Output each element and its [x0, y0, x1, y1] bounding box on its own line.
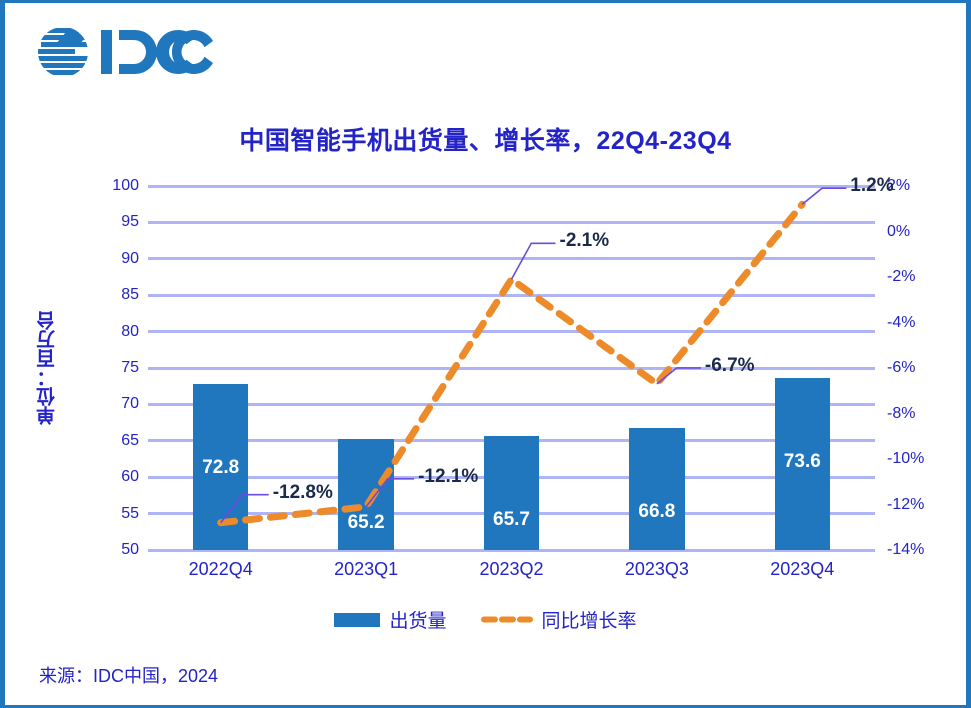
gridline — [148, 293, 875, 297]
legend-line-swatch — [480, 616, 533, 623]
bar-value-label: 72.8 — [202, 457, 240, 479]
bar-series: 72.8 65.2 65.7 66.8 73.6 — [148, 186, 875, 550]
legend-item[interactable]: 出货量 — [334, 606, 447, 633]
y-axis-right-tick: 0% — [887, 222, 911, 240]
y-axis-left-tick: 100 — [112, 177, 139, 194]
growth-rate-label: -12.8% — [272, 481, 333, 503]
growth-rate-label: 1.2% — [850, 175, 894, 197]
label-leader-line — [365, 477, 415, 508]
y-axis-left-tick: 85 — [121, 286, 139, 304]
x-axis-tick: 2023Q4 — [770, 559, 835, 579]
x-axis-tick: 2023Q2 — [479, 559, 544, 579]
label-leader-line — [220, 493, 269, 524]
y-axis-right-tick: -14% — [887, 541, 925, 558]
gridline — [148, 184, 875, 188]
legend-label: 同比增长率 — [541, 611, 637, 632]
gridline — [148, 402, 875, 406]
y-axis-left-tick: 95 — [121, 213, 139, 231]
gridline — [148, 257, 875, 261]
bar[interactable] — [483, 435, 540, 550]
y-axis-left-tick: 80 — [121, 322, 139, 340]
bar-value-label: 65.2 — [347, 512, 385, 534]
idc-logo — [35, 21, 225, 83]
growth-rate-label: -6.7% — [704, 354, 755, 376]
y-axis-right-tick: -12% — [887, 495, 925, 513]
gridline — [148, 330, 875, 334]
bar[interactable] — [774, 378, 830, 550]
y-axis-left-tick: 75 — [121, 359, 139, 376]
y-axis-right-tick: -8% — [887, 404, 916, 422]
x-axis-tick: 2023Q3 — [624, 559, 689, 579]
label-leader-line — [656, 367, 701, 385]
plot-area: 72.8 65.2 65.7 66.8 73.6 -12.8% -12.1% -2.1% -6… — [148, 175, 894, 552]
y-axis-left-tick: 90 — [121, 249, 139, 267]
bar-value-label: 73.6 — [783, 451, 821, 473]
y-axis-right-tick: 2% — [887, 177, 911, 194]
x-axis-tick: 2023Q1 — [334, 559, 399, 579]
y-axis-left-tick: 60 — [121, 468, 139, 486]
growth-rate-label: -12.1% — [418, 465, 479, 487]
y-axis-right-tick: -2% — [887, 268, 916, 285]
line-series — [217, 187, 847, 527]
bar[interactable] — [629, 427, 685, 550]
bar-value-label: 65.7 — [493, 508, 530, 530]
x-axis-tick: 2022Q4 — [188, 559, 253, 579]
y-axis-right: 2% 0% -2% -4% -6% -8% -10% -12% -14% — [887, 177, 957, 558]
chart-legend: 出货量 同比增长率 — [5, 606, 966, 633]
y-axis-left: 100 95 90 85 80 75 70 65 60 55 50 — [91, 177, 139, 558]
legend-label: 出货量 — [389, 611, 447, 632]
y-axis-left-tick: 65 — [121, 431, 139, 449]
gridline — [148, 366, 875, 370]
legend-bar-swatch — [334, 612, 381, 627]
bar-value-label: 66.8 — [638, 500, 676, 522]
y-axis-left-tick: 55 — [121, 504, 139, 522]
y-axis-right-tick: -6% — [887, 359, 916, 376]
data-labels: -12.8% -12.1% -2.1% -6.7% 1.2% — [148, 175, 894, 550]
y-axis-left-tick: 70 — [121, 395, 139, 413]
gridline — [148, 548, 875, 552]
growth-rate-label: -2.1% — [559, 230, 610, 252]
legend-item[interactable]: 同比增长率 — [480, 606, 637, 633]
label-leader-line — [510, 242, 556, 280]
y-axis-left-tick: 50 — [121, 541, 139, 558]
page-title: 中国智能手机出货量、增长率，22Q4-23Q4 — [239, 127, 732, 155]
label-leader-line — [801, 187, 847, 205]
y-axis-title-label: 单位：百万台 — [36, 311, 58, 425]
y-axis-title: 单位：百万台 — [33, 186, 61, 550]
y-axis-right-tick: -10% — [887, 450, 925, 467]
bar[interactable] — [338, 439, 394, 550]
x-axis: 2022Q4 2023Q1 2023Q2 2023Q3 2023Q4 — [148, 559, 875, 589]
source-note: 来源：IDC中国，2024 — [39, 666, 219, 686]
gridline — [148, 220, 875, 224]
y-axis-right-tick: -4% — [887, 313, 916, 331]
